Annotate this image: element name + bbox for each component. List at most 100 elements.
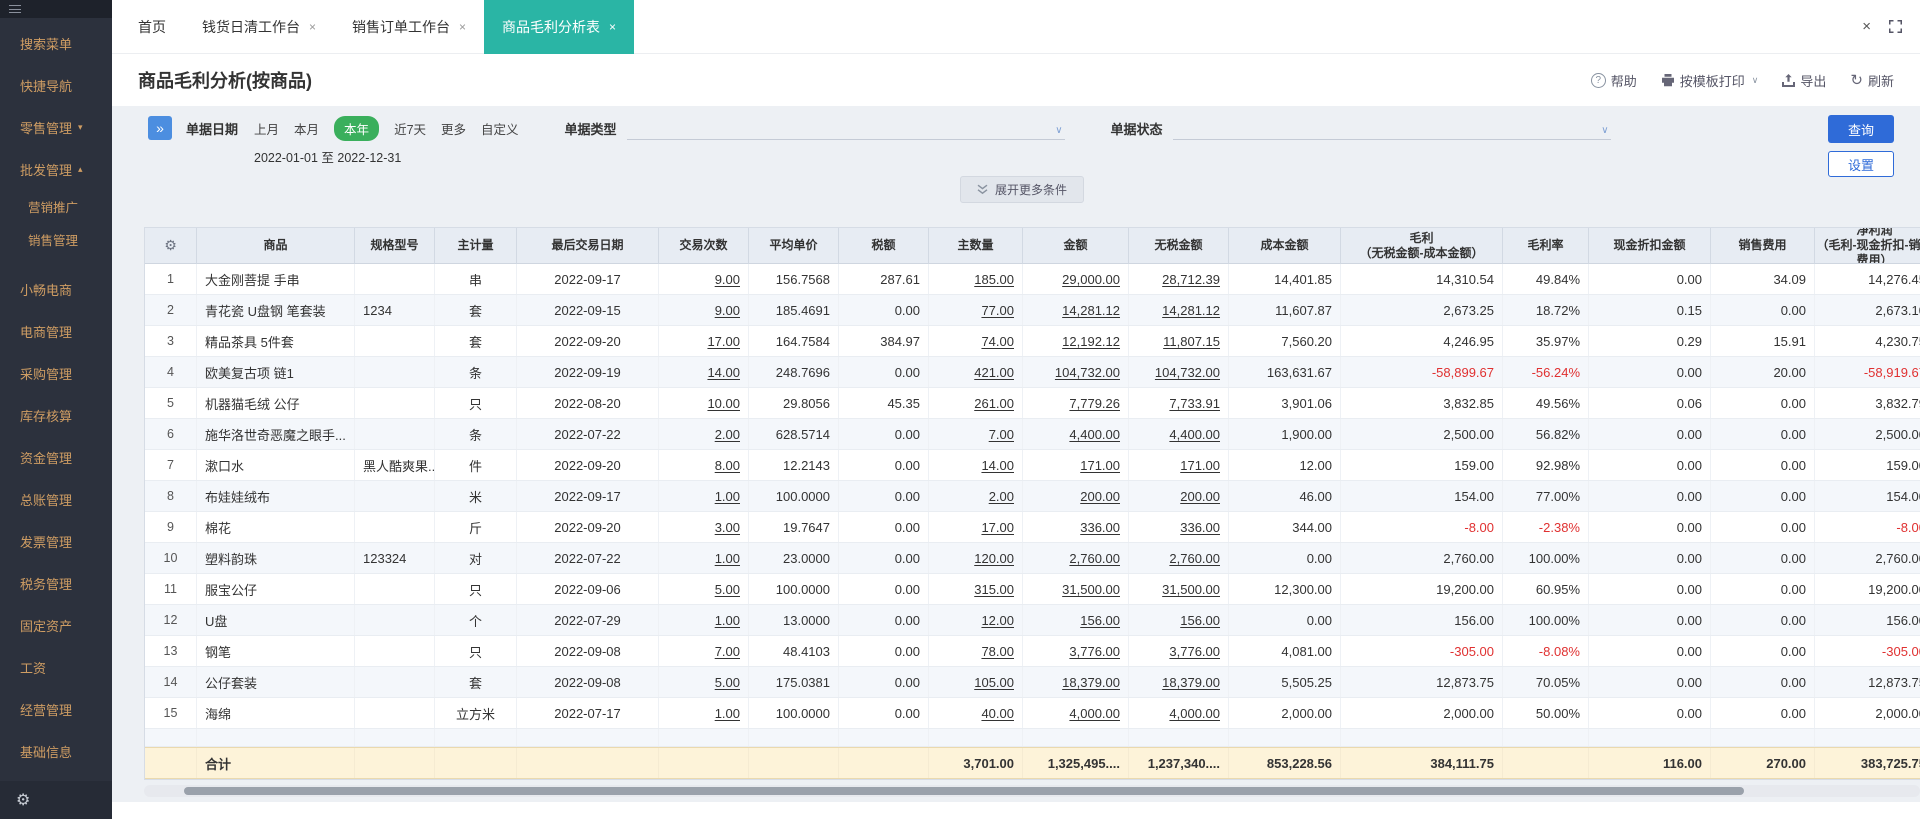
drill-link-cell[interactable]: 104,732.00 <box>1129 357 1229 387</box>
column-header[interactable]: 销售费用 <box>1711 228 1815 264</box>
drill-link-cell[interactable]: 1.00 <box>659 543 749 573</box>
sidebar-item[interactable]: 经营管理 <box>0 688 112 730</box>
sidebar-item[interactable]: 资金管理 <box>0 436 112 478</box>
doc-status-select[interactable]: ∨ <box>1172 116 1611 140</box>
menu-icon[interactable] <box>9 5 21 13</box>
drill-link-cell[interactable]: 185.00 <box>929 264 1023 294</box>
date-option[interactable]: 更多 <box>441 122 467 137</box>
drill-link-cell[interactable]: 14.00 <box>659 357 749 387</box>
column-header[interactable]: 商品 <box>197 228 355 264</box>
column-header[interactable]: 平均单价 <box>749 228 839 264</box>
close-icon[interactable]: × <box>1862 18 1871 35</box>
settings-button[interactable]: 设置 <box>1828 151 1894 177</box>
sidebar-item[interactable]: 发票管理 <box>0 520 112 562</box>
drill-link-cell[interactable]: 171.00 <box>1023 450 1129 480</box>
drill-link-cell[interactable]: 74.00 <box>929 326 1023 356</box>
tab-close-icon[interactable]: × <box>309 19 317 34</box>
sidebar-item[interactable]: 税务管理 <box>0 562 112 604</box>
doc-type-select[interactable]: ∨ <box>626 116 1065 140</box>
tab[interactable]: 钱货日清工作台 × <box>184 0 334 54</box>
drill-link-cell[interactable]: 18,379.00 <box>1129 667 1229 697</box>
drill-link-cell[interactable]: 120.00 <box>929 543 1023 573</box>
drill-link-cell[interactable]: 14,281.12 <box>1129 295 1229 325</box>
drill-link-cell[interactable]: 12,192.12 <box>1023 326 1129 356</box>
drill-link-cell[interactable]: 1.00 <box>659 605 749 635</box>
drill-link-cell[interactable]: 9.00 <box>659 295 749 325</box>
column-header[interactable]: 成本金额 <box>1229 228 1341 264</box>
column-settings-cell[interactable]: ⚙ <box>145 228 197 264</box>
table-row[interactable]: 7 漱口水 黑人酷爽果... 件 2022-09-20 8.00 12.2143 0.00 14… <box>145 450 1920 481</box>
drill-link-cell[interactable]: 28,712.39 <box>1129 264 1229 294</box>
drill-link-cell[interactable]: 2,760.00 <box>1023 543 1129 573</box>
query-button[interactable]: 查询 <box>1828 115 1894 143</box>
drill-link-cell[interactable]: 1.00 <box>659 698 749 728</box>
drill-link-cell[interactable]: 7.00 <box>659 636 749 666</box>
drill-link-cell[interactable]: 171.00 <box>1129 450 1229 480</box>
column-header[interactable]: 主计量 <box>435 228 517 264</box>
drill-link-cell[interactable]: 31,500.00 <box>1129 574 1229 604</box>
sidebar-item[interactable]: 总账管理 <box>0 478 112 520</box>
drill-link-cell[interactable]: 40.00 <box>929 698 1023 728</box>
table-row[interactable]: 1 大金刚菩提 手串 串 2022-09-17 9.00 156.7568 287.61 18… <box>145 264 1920 295</box>
sidebar-item[interactable]: 电商管理 <box>0 310 112 352</box>
table-row[interactable]: 12 U盘个 2022-07-29 1.00 13.0000 0.00 12.00 156.0… <box>145 605 1920 636</box>
tab[interactable]: 商品毛利分析表 × <box>484 0 635 54</box>
help-button[interactable]: ? 帮助 <box>1590 71 1637 90</box>
drill-link-cell[interactable]: 3,776.00 <box>1023 636 1129 666</box>
drill-link-cell[interactable]: 29,000.00 <box>1023 264 1129 294</box>
drill-link-cell[interactable]: 156.00 <box>1129 605 1229 635</box>
column-header[interactable]: 毛利 （无税金额-成本金额） <box>1341 228 1503 264</box>
table-row[interactable]: 8 布娃娃绒布米 2022-09-17 1.00 100.0000 0.00 2.00 200… <box>145 481 1920 512</box>
sidebar-item[interactable]: 快捷导航 <box>0 64 112 106</box>
scrollbar-thumb[interactable] <box>184 787 1744 795</box>
drill-link-cell[interactable]: 105.00 <box>929 667 1023 697</box>
export-button[interactable]: 导出 <box>1782 71 1826 90</box>
date-option[interactable]: 本月 <box>294 122 320 137</box>
date-option[interactable]: 近7天 <box>394 122 427 137</box>
drill-link-cell[interactable]: 11,807.15 <box>1129 326 1229 356</box>
sidebar-item[interactable]: 工资 <box>0 646 112 688</box>
sidebar-item[interactable]: 采购管理 <box>0 352 112 394</box>
date-range-value[interactable]: 2022-01-01 至 2022-12-31 <box>254 151 402 165</box>
drill-link-cell[interactable]: 18,379.00 <box>1023 667 1129 697</box>
table-row[interactable]: 11 服宝公仔只 2022-09-06 5.00 100.0000 0.00 315.00 3… <box>145 574 1920 605</box>
tab-close-icon[interactable]: × <box>459 19 467 34</box>
tab-close-icon[interactable]: × <box>609 19 617 34</box>
sidebar-item[interactable]: 销售管理 <box>0 223 112 256</box>
table-row[interactable]: 14 公仔套装套 2022-09-08 5.00 175.0381 0.00 105.00 1… <box>145 667 1920 698</box>
drill-link-cell[interactable]: 261.00 <box>929 388 1023 418</box>
drill-link-cell[interactable]: 4,000.00 <box>1129 698 1229 728</box>
table-row[interactable]: 9 棉花斤 2022-09-20 3.00 19.7647 0.00 17.00 336.00… <box>145 512 1920 543</box>
date-option[interactable]: 上月 <box>254 122 280 137</box>
sidebar-item[interactable]: 库存核算 <box>0 394 112 436</box>
drill-link-cell[interactable]: 7,779.26 <box>1023 388 1129 418</box>
table-row[interactable]: 2 青花瓷 U盘钢 笔套装 1234 套 2022-09-15 9.00 185.4691 0… <box>145 295 1920 326</box>
print-button[interactable]: 按模板打印 ∨ <box>1661 71 1758 90</box>
drill-link-cell[interactable]: 104,732.00 <box>1023 357 1129 387</box>
refresh-button[interactable]: ↻ 刷新 <box>1850 71 1894 90</box>
table-row[interactable]: 5 机器猫毛绒 公仔 只 2022-08-20 10.00 29.8056 45.35 261… <box>145 388 1920 419</box>
table-row[interactable]: 10 塑料韵珠 123324 对 2022-07-22 1.00 23.0000 0.00 12… <box>145 543 1920 574</box>
table-row[interactable]: 6 施华洛世奇恶魔之眼手... 条 2022-07-22 2.00 628.5714 0.0… <box>145 419 1920 450</box>
table-row[interactable]: 4 欧美复古项 链1 条 2022-09-19 14.00 248.7696 0.00 421… <box>145 357 1920 388</box>
drill-link-cell[interactable]: 7.00 <box>929 419 1023 449</box>
drill-link-cell[interactable]: 2,760.00 <box>1129 543 1229 573</box>
tab[interactable]: 销售订单工作台 × <box>334 0 484 54</box>
drill-link-cell[interactable]: 1.00 <box>659 481 749 511</box>
date-option[interactable]: 本年 <box>334 115 380 141</box>
drill-link-cell[interactable]: 5.00 <box>659 574 749 604</box>
drill-link-cell[interactable]: 9.00 <box>659 264 749 294</box>
sidebar-item[interactable]: 营销推广 <box>0 190 112 223</box>
column-header[interactable]: 现金折扣金额 <box>1589 228 1711 264</box>
fullscreen-icon[interactable] <box>1889 20 1902 33</box>
drill-link-cell[interactable]: 5.00 <box>659 667 749 697</box>
drill-link-cell[interactable]: 14,281.12 <box>1023 295 1129 325</box>
drill-link-cell[interactable]: 17.00 <box>929 512 1023 542</box>
column-header[interactable]: 毛利率 <box>1503 228 1589 264</box>
column-header[interactable]: 无税金额 <box>1129 228 1229 264</box>
drill-link-cell[interactable]: 31,500.00 <box>1023 574 1129 604</box>
drill-link-cell[interactable]: 77.00 <box>929 295 1023 325</box>
column-header[interactable]: 规格型号 <box>355 228 435 264</box>
drill-link-cell[interactable]: 156.00 <box>1023 605 1129 635</box>
column-header[interactable]: 税额 <box>839 228 929 264</box>
